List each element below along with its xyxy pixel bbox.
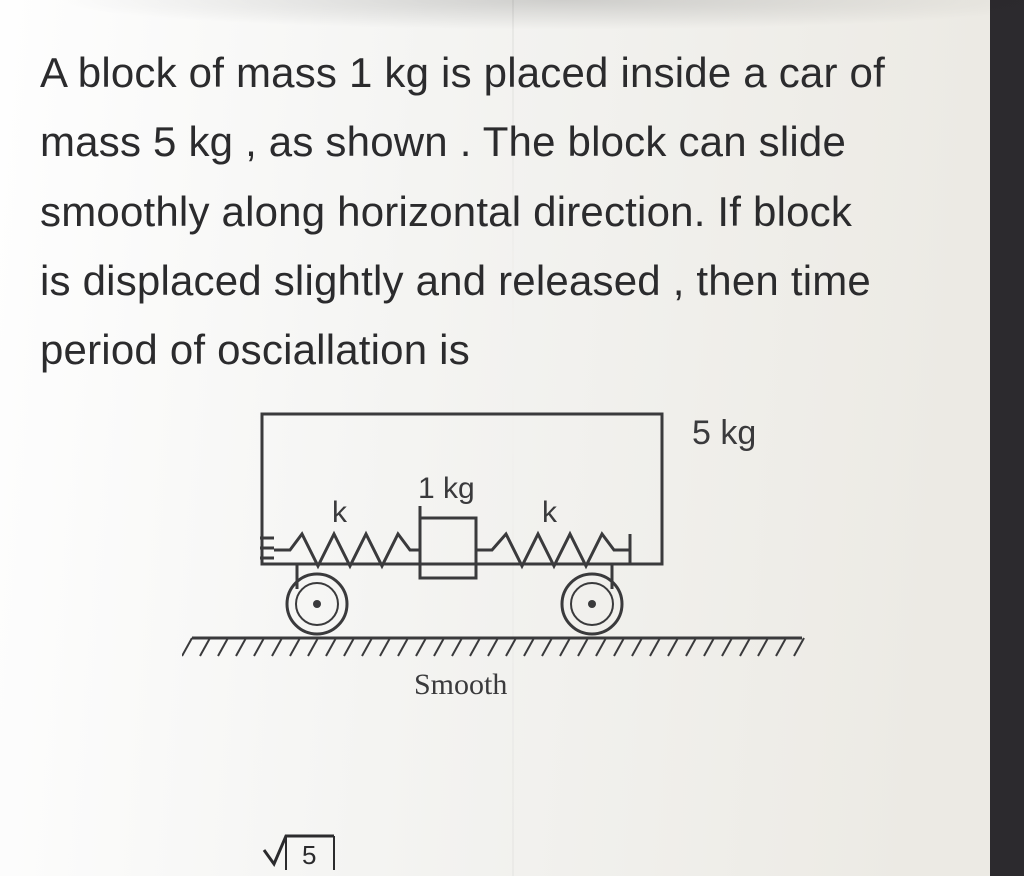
spring-left-label: k bbox=[332, 496, 348, 529]
block-mass-label: 1 kg bbox=[418, 472, 475, 505]
phone-frame-edge bbox=[990, 0, 1024, 876]
spring-right bbox=[476, 534, 630, 566]
spring-right-label: k bbox=[542, 496, 558, 529]
question-line-1: A block of mass 1 kg is placed inside a … bbox=[40, 38, 964, 107]
question-line-4: is displaced slightly and released , the… bbox=[40, 246, 964, 315]
block bbox=[420, 518, 476, 578]
page-surface: A block of mass 1 kg is placed inside a … bbox=[0, 0, 1024, 876]
sqrt-icon: 5 bbox=[260, 830, 338, 870]
answer-option-partial: 5 bbox=[260, 830, 338, 870]
diagram-container: 5 kg k 1 kg k bbox=[40, 394, 964, 734]
paper-shadow bbox=[51, 0, 1024, 30]
question-text: A block of mass 1 kg is placed inside a … bbox=[40, 38, 964, 384]
car-mass-label: 5 kg bbox=[692, 414, 756, 452]
question-line-2: mass 5 kg , as shown . The block can sli… bbox=[40, 107, 964, 176]
svg-text:5: 5 bbox=[302, 840, 316, 870]
spring-left bbox=[274, 534, 420, 566]
ground-label: Smooth bbox=[414, 668, 507, 701]
question-line-3: smoothly along horizontal direction. If … bbox=[40, 177, 964, 246]
ground-hatching bbox=[182, 638, 804, 656]
physics-diagram: 5 kg k 1 kg k bbox=[182, 394, 822, 734]
question-line-5: period of osciallation is bbox=[40, 315, 964, 384]
